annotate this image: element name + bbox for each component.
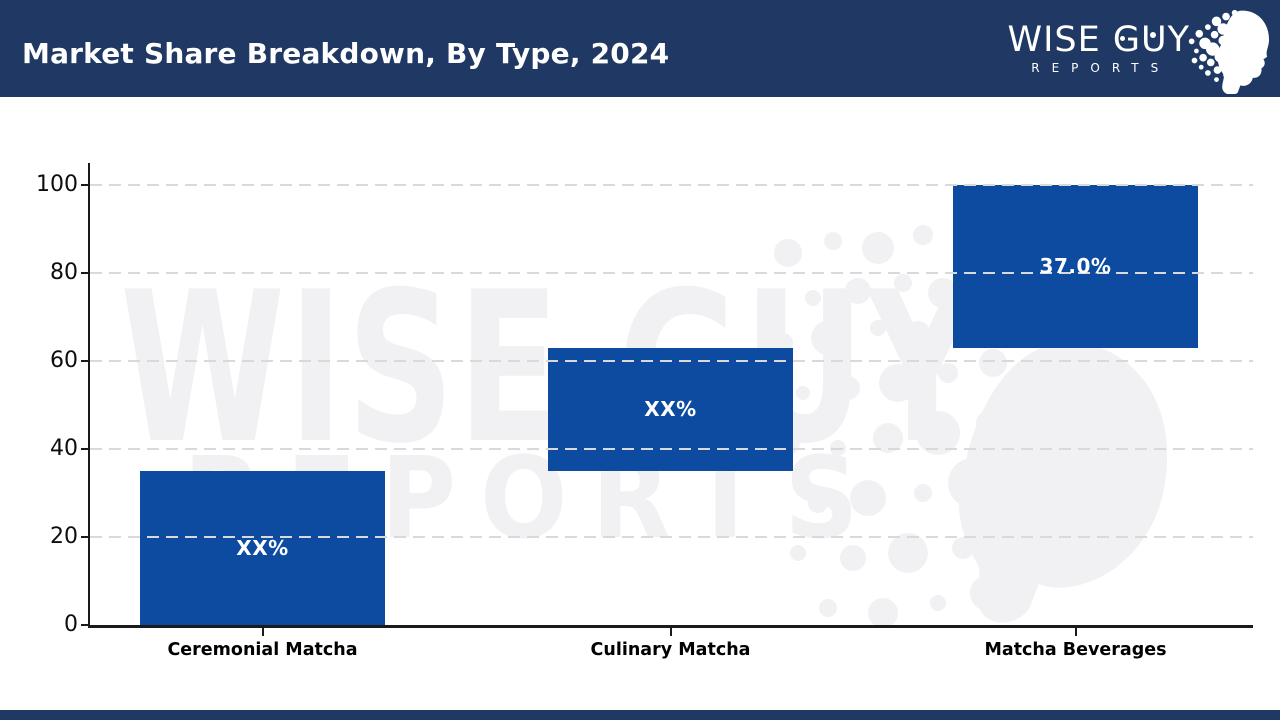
waterfall-chart: WISE GUY REPORTS: [0, 97, 1280, 710]
bar-value-label: XX%: [644, 397, 697, 422]
logo-text: WISE GUY REPORTS: [1007, 22, 1190, 75]
category-label-culinary-matcha: Culinary Matcha: [590, 640, 751, 660]
y-axis-line: [88, 163, 90, 625]
x-tick-2: [669, 628, 672, 636]
x-axis-line: [88, 625, 1253, 628]
logo-subtitle: REPORTS: [1031, 60, 1171, 75]
category-label-ceremonial-matcha: Ceremonial Matcha: [167, 640, 358, 660]
bar-value-label: 37.0%: [1039, 254, 1112, 279]
logo-accent-dot-icon: [1150, 32, 1157, 38]
bar-culinary-matcha: [548, 347, 793, 471]
logo-wordmark: WISE GUY: [1007, 20, 1190, 60]
page-title: Market Share Breakdown, By Type, 2024: [22, 37, 670, 70]
y-tick-100: [81, 184, 88, 186]
y-tick-label-20: 20: [50, 524, 78, 549]
wiseguy-logo: WISE GUY REPORTS: [1007, 4, 1270, 94]
gridline-20: [90, 536, 1253, 538]
gridline-80: [90, 272, 1253, 274]
bar-value-label: XX%: [236, 536, 289, 560]
gridline-60: [90, 360, 1253, 362]
bar-matcha-beverages: [953, 185, 1198, 348]
y-tick-label-0: 0: [64, 612, 78, 637]
y-tick-0: [81, 624, 88, 626]
y-tick-80: [81, 272, 88, 274]
y-tick-label-80: 80: [50, 260, 78, 285]
logo-accent-dot-icon: [1120, 36, 1126, 41]
y-tick-40: [81, 448, 88, 450]
bar-ceremonial-matcha: [140, 471, 385, 625]
x-tick-1: [261, 628, 264, 636]
y-tick-label-40: 40: [50, 436, 78, 461]
y-tick-60: [81, 360, 88, 362]
y-tick-label-100: 100: [36, 172, 78, 197]
footer-bar: [0, 710, 1280, 720]
header-bar: Market Share Breakdown, By Type, 2024 WI…: [0, 0, 1280, 97]
y-tick-label-60: 60: [50, 348, 78, 373]
x-tick-3: [1074, 628, 1077, 636]
wiseguy-face-icon: [1188, 9, 1270, 94]
gridline-40: [90, 448, 1253, 450]
y-tick-20: [81, 536, 88, 538]
gridline-100: [90, 184, 1253, 186]
category-label-matcha-beverages: Matcha Beverages: [984, 640, 1167, 660]
